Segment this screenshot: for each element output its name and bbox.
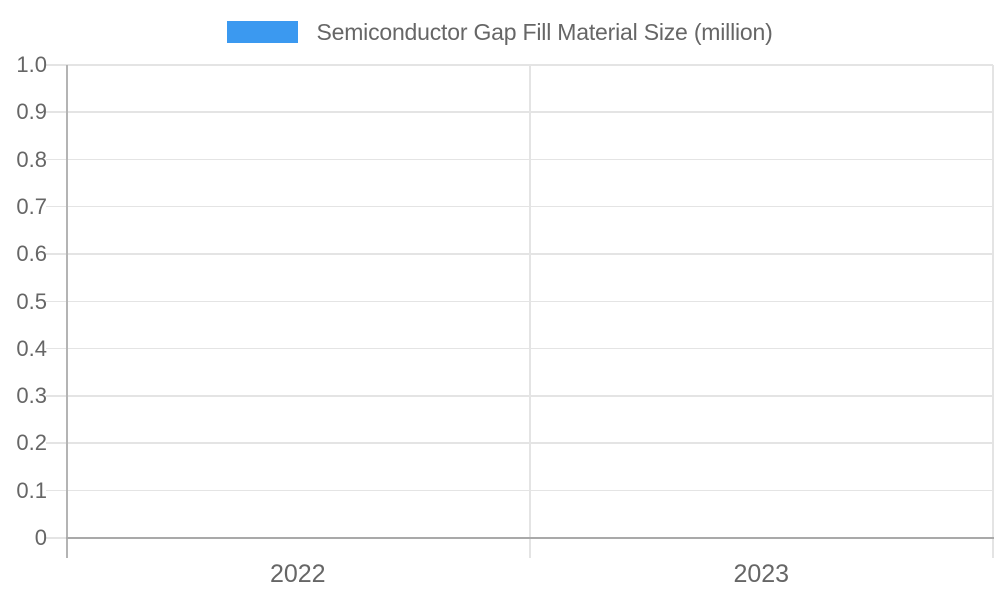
y-axis-label: 0.3: [16, 383, 47, 409]
y-axis-line: [66, 65, 68, 558]
y-axis-label: 0.5: [16, 288, 47, 314]
x-gridline: [528, 65, 531, 558]
y-axis-label: 0.9: [16, 99, 47, 125]
chart-legend[interactable]: Semiconductor Gap Fill Material Size (mi…: [0, 15, 1000, 49]
legend-swatch: [227, 21, 299, 43]
y-gridline: [46, 489, 993, 492]
y-axis-label: 0.8: [16, 146, 47, 172]
y-gridline: [46, 253, 993, 255]
y-axis-label: 0.1: [16, 477, 47, 503]
y-axis-label: 0.7: [16, 193, 47, 219]
y-axis-label: 0.2: [16, 430, 47, 456]
x-axis-label: 2022: [269, 560, 326, 588]
y-gridline: [46, 158, 993, 161]
y-axis-label: 1.0: [16, 52, 47, 77]
y-gridline: [46, 395, 993, 397]
y-axis-label: 0: [34, 525, 47, 550]
y-axis-tick: [44, 537, 66, 539]
y-axis-label: 0.6: [16, 241, 47, 267]
y-gridline: [46, 111, 993, 113]
x-gridline: [992, 65, 994, 558]
chart-title: Semiconductor Gap Fill Material Size (mi…: [316, 18, 773, 45]
x-axis-line: [66, 537, 994, 539]
y-gridline: [46, 347, 993, 350]
y-axis-label: 0.4: [16, 335, 47, 361]
y-gridline: [46, 300, 993, 302]
x-axis-label: 2023: [733, 560, 790, 588]
y-gridline: [46, 64, 993, 66]
y-gridline: [46, 205, 993, 208]
y-gridline: [46, 442, 993, 444]
